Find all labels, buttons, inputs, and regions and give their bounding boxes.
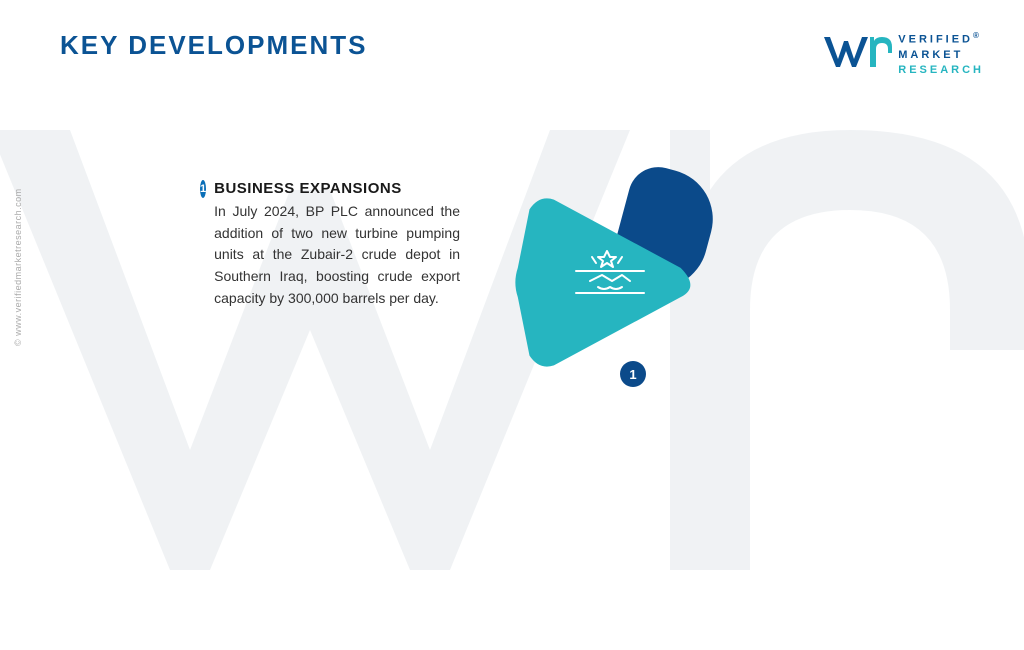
logo-line2: MARKET [898,48,984,63]
page-title: KEY DEVELOPMENTS [60,30,367,61]
vmr-logo-icon [822,33,892,75]
source-url: © www.verifiedmarketresearch.com [13,188,23,346]
graphic-number-badge: 1 [620,361,646,387]
logo-line3: RESEARCH [898,63,984,78]
logo-line1: VERIFIED [898,34,973,46]
graphic-container: 1 [500,165,740,405]
registered-mark: ® [973,31,982,40]
development-item: 1 BUSINESS EXPANSIONS In July 2024, BP P… [200,180,460,309]
brand-logo: VERIFIED® MARKET RESEARCH [822,30,984,79]
item-title: BUSINESS EXPANSIONS [214,180,460,197]
item-number-badge: 1 [200,180,206,198]
item-body: In July 2024, BP PLC announced the addit… [214,201,460,309]
handshake-icon [570,243,650,313]
